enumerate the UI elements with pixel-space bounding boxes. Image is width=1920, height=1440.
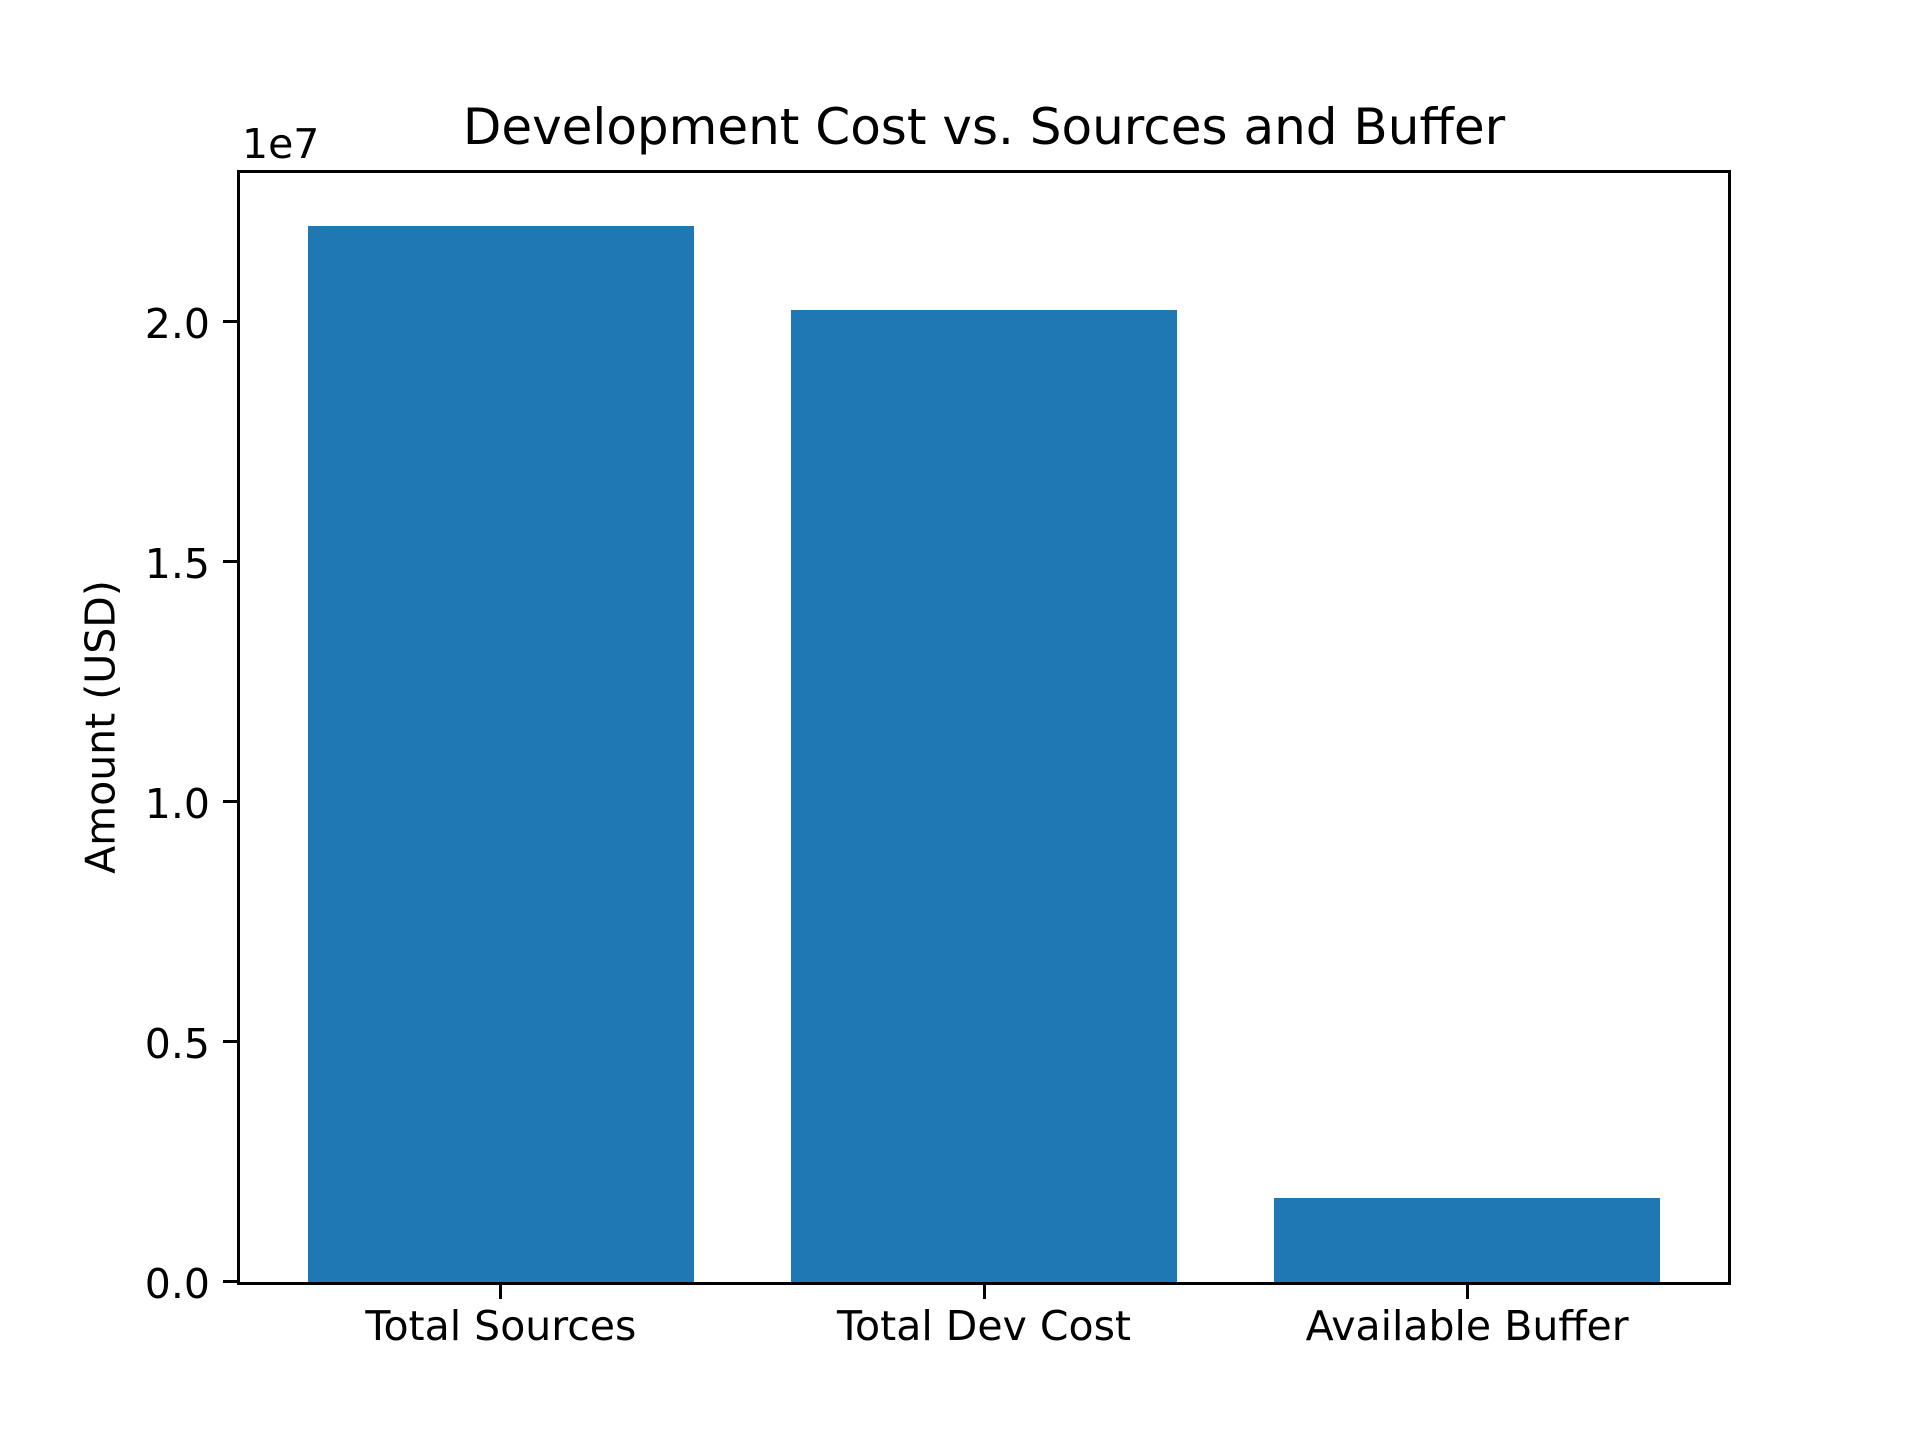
- plot-area: [237, 170, 1731, 1285]
- x-tick-mark: [982, 1284, 986, 1299]
- x-tick-mark: [1465, 1284, 1469, 1299]
- y-tick-mark: [223, 1040, 237, 1044]
- y-axis-label: Amount (USD): [76, 580, 125, 874]
- y-tick-mark: [223, 560, 237, 564]
- x-tick-label: Total Dev Cost: [836, 1301, 1132, 1350]
- bar: [307, 225, 695, 1282]
- y-tick-label: 0.0: [144, 1259, 210, 1308]
- y-tick-label: 0.5: [144, 1019, 210, 1068]
- x-tick-label: Available Buffer: [1305, 1301, 1629, 1350]
- y-axis-offset-label: 1e7: [242, 120, 320, 168]
- y-tick-mark: [223, 320, 237, 324]
- x-tick-label: Total Sources: [365, 1301, 637, 1350]
- y-tick-label: 1.5: [144, 539, 210, 588]
- y-tick-mark: [223, 1280, 237, 1284]
- y-tick-mark: [223, 800, 237, 804]
- x-tick-mark: [499, 1284, 503, 1299]
- chart-title: Development Cost vs. Sources and Buffer: [462, 98, 1506, 156]
- bar: [790, 309, 1178, 1282]
- bar: [1273, 1197, 1661, 1282]
- y-tick-label: 1.0: [144, 779, 210, 828]
- y-tick-label: 2.0: [144, 299, 210, 348]
